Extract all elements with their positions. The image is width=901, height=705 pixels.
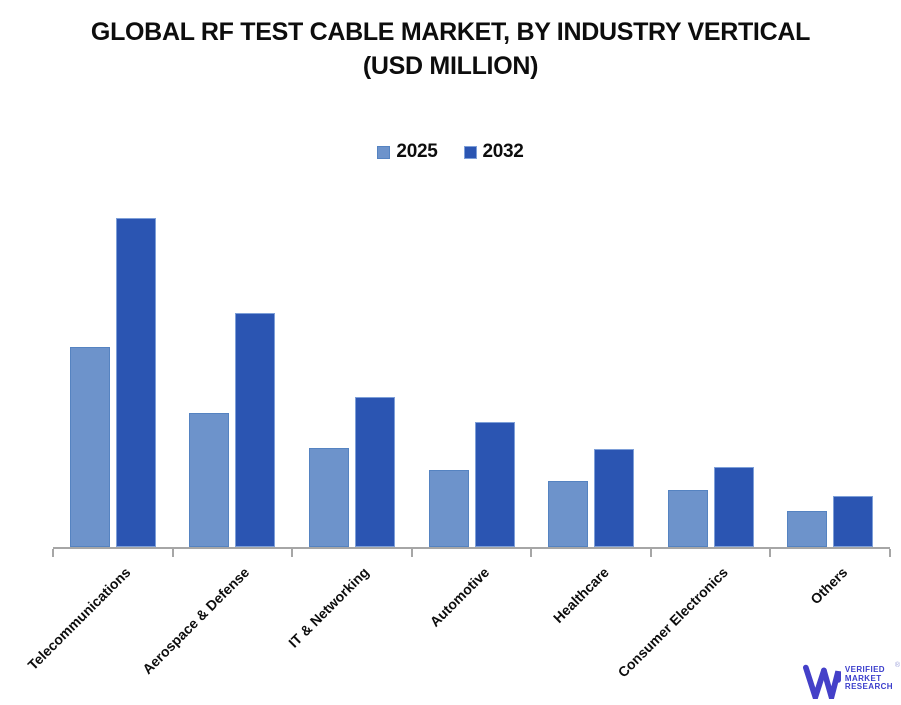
bar-group [292, 209, 412, 547]
bar-2032 [115, 218, 156, 547]
legend-swatch-icon [463, 145, 477, 159]
category-label: Healthcare [549, 564, 612, 626]
chart-title-line2: (USD MILLION) [362, 51, 539, 80]
legend-label: 2032 [482, 141, 524, 162]
legend-item-2032: 2032 [463, 141, 524, 163]
plot-area: Telecommunications Aerospace & Defense IT … [24, 209, 891, 680]
registered-trademark: ® [894, 661, 900, 669]
bar-2032 [594, 449, 635, 547]
category-slot-others: Others [769, 209, 890, 607]
category-label: Aerospace & Defense [139, 564, 253, 678]
legend-swatch-icon [377, 145, 391, 159]
category-label: IT & Networking [285, 564, 373, 651]
category-label: Others [807, 564, 851, 608]
bar-2025 [69, 347, 110, 547]
legend-label: 2025 [396, 141, 438, 162]
bar-group [53, 209, 173, 547]
brand-line-research: RESEARCH [844, 682, 893, 692]
brand-line-market: MARKET [844, 673, 882, 683]
legend-item-2025: 2025 [377, 141, 438, 163]
bar-2025 [548, 481, 589, 547]
bar-2032 [354, 397, 395, 547]
chart-title: GLOBAL RF TEST CABLE MARKET, BY INDUSTRY… [0, 16, 901, 84]
brand-line-verified: VERIFIED [844, 664, 885, 674]
bar-2032 [713, 467, 754, 547]
category-slot-it-networking: IT & Networking [286, 209, 412, 651]
category-slot-telecommunications: Telecommunications [24, 209, 173, 673]
bar-group [770, 209, 890, 547]
bar-2025 [667, 490, 708, 547]
chart-title-line1: GLOBAL RF TEST CABLE MARKET, BY INDUSTRY… [90, 18, 811, 46]
vm-monogram-icon [802, 664, 841, 699]
bar-2025 [787, 511, 828, 547]
bar-2025 [428, 470, 469, 547]
brand-logo-text: VERIFIED MARKET RESEARCH ® [844, 662, 900, 693]
category-slot-aerospace-defense: Aerospace & Defense [140, 209, 293, 677]
brand-logo: VERIFIED MARKET RESEARCH ® [802, 659, 900, 699]
category-label: Consumer Electronics [614, 564, 732, 681]
bar-2032 [235, 313, 276, 547]
category-slot-healthcare: Healthcare [530, 209, 651, 626]
bar-group [531, 209, 651, 547]
bar-2032 [833, 496, 874, 547]
category-label: Telecommunications [24, 564, 134, 674]
bar-2025 [189, 413, 230, 547]
legend: 2025 2032 [0, 141, 901, 163]
bar-group [651, 209, 771, 547]
category-slot-automotive: Automotive [410, 209, 532, 630]
bar-group [173, 209, 293, 547]
bar-2025 [308, 448, 349, 547]
bar-2032 [474, 422, 515, 547]
category-slot-consumer-electronics: Consumer Electronics [615, 209, 771, 680]
bar-group [412, 209, 532, 547]
category-label: Automotive [426, 564, 492, 630]
